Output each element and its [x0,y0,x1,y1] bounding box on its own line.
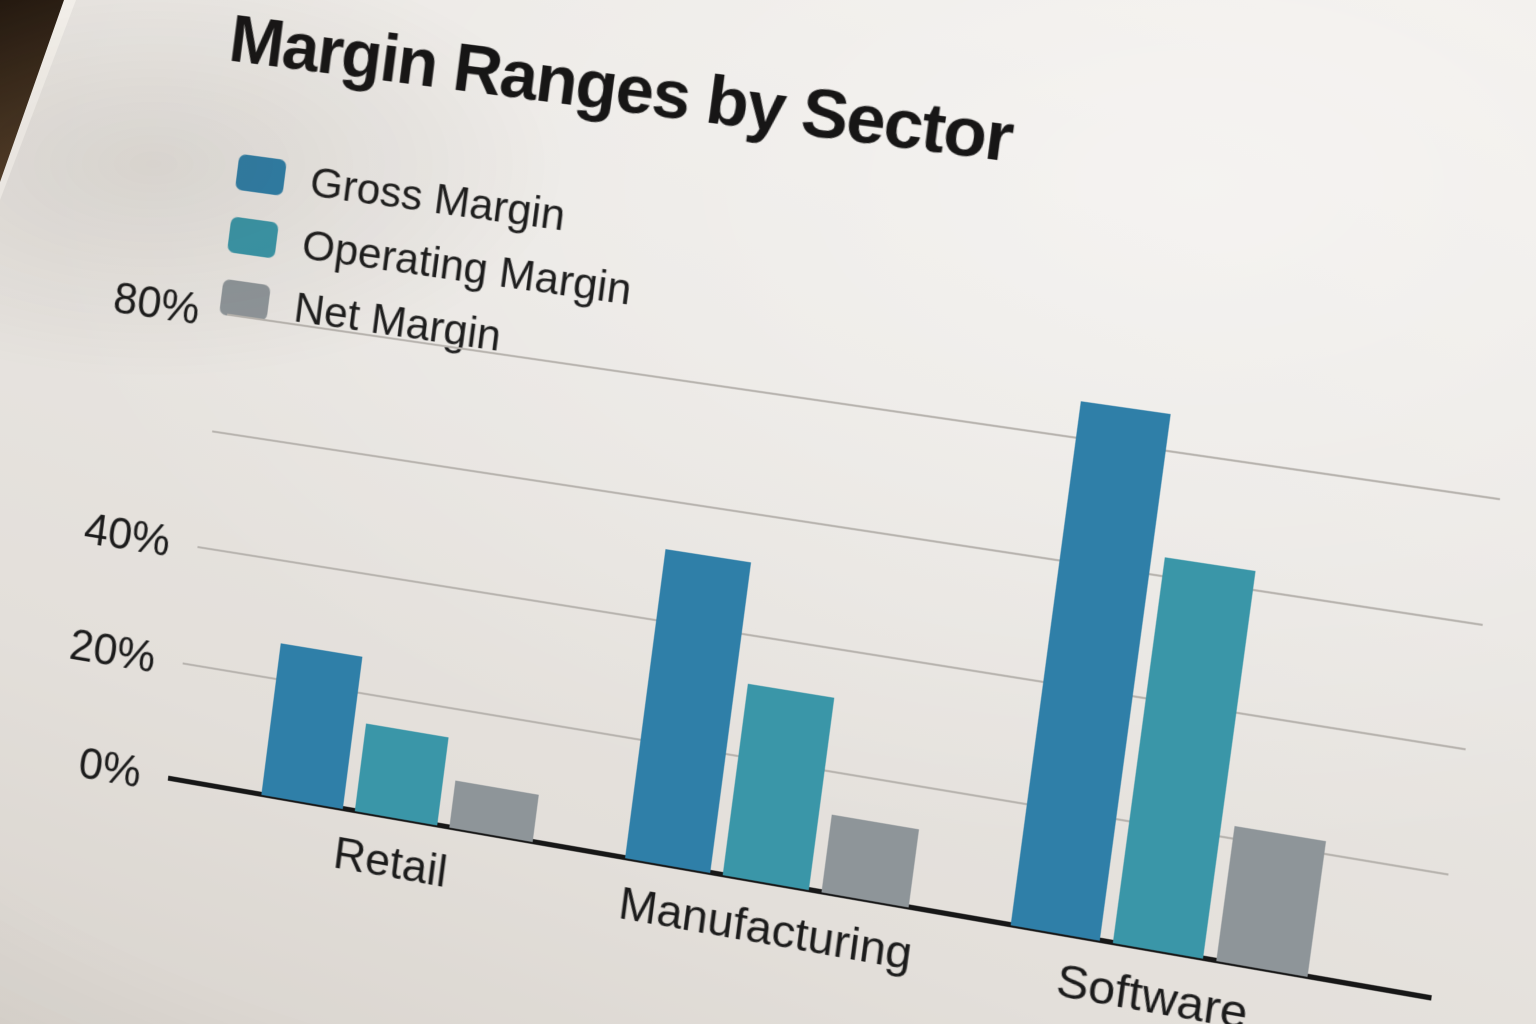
bar-group-retail: Retail [261,328,594,897]
bar-manufacturing-operating-margin [722,683,835,891]
plot-area: 80% 40% 20% 0% Retail Manufacturing Software [67,273,1501,1024]
legend-swatch-gross-margin [234,153,287,197]
bar-software-net-margin [1216,825,1327,977]
y-axis-label-40: 40% [81,504,174,567]
bar-group-software: Software [1010,400,1375,1024]
bar-retail-gross-margin [261,643,363,810]
legend-swatch-operating-margin [226,216,279,259]
bar-manufacturing-net-margin [821,814,920,908]
y-axis-label-0: 0% [76,738,144,798]
bar-retail-operating-margin [354,723,449,826]
bar-group-manufacturing: Manufacturing [616,381,973,980]
y-axis-label-80: 80% [110,273,203,335]
y-axis-label-20: 20% [66,619,159,682]
bar-retail-net-margin [449,780,539,843]
